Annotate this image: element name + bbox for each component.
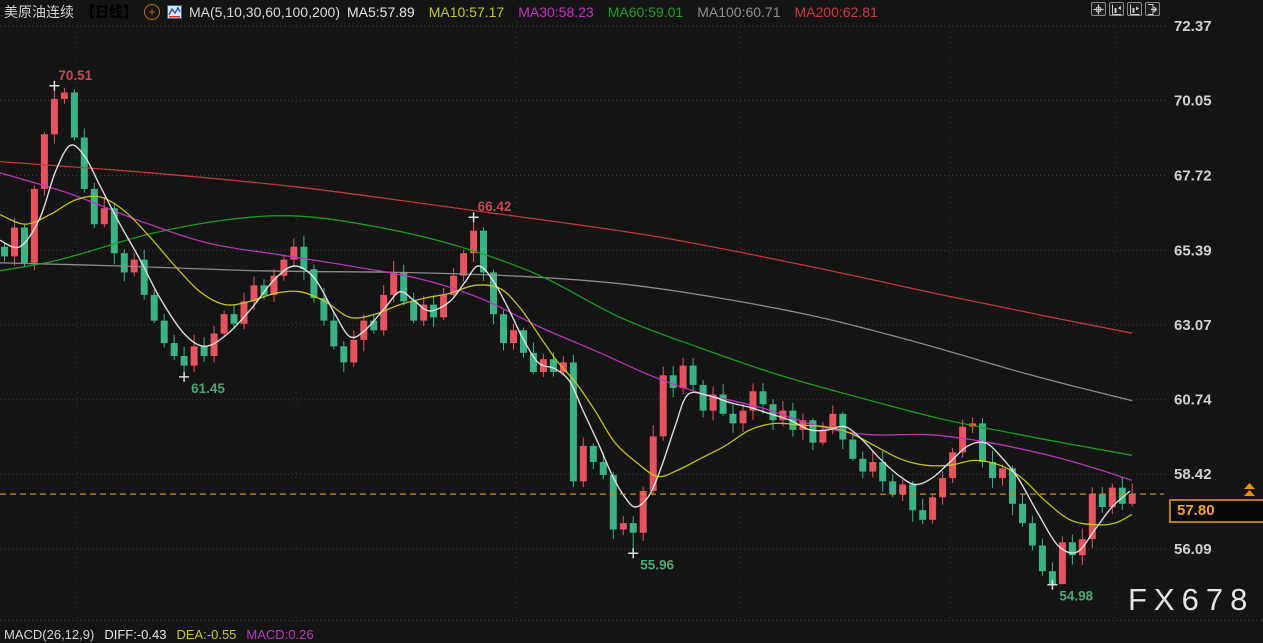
scroll-to-latest-icon[interactable]: [1242, 483, 1257, 502]
period-selector[interactable]: 【日线】: [81, 4, 137, 20]
ma-value: MA200:62.81: [794, 4, 878, 20]
svg-text:61.45: 61.45: [191, 381, 225, 396]
ma-value: MA10:57.17: [428, 4, 505, 20]
ma30-line: [0, 172, 1133, 481]
svg-text:58.42: 58.42: [1174, 466, 1212, 483]
ma-value: MA100:60.71: [697, 4, 781, 20]
price-annotations: 70.51 61.45 66.42 55.96 54.98: [49, 68, 1094, 604]
ma-value: MA60:59.01: [607, 4, 684, 20]
pop-out-button[interactable]: [1145, 2, 1160, 16]
ma60-line: [0, 215, 1133, 456]
footer-value: MACD:0.26: [246, 627, 314, 642]
macd-indicator-bar[interactable]: MACD(26,12,9) DIFF:-0.43 DEA:-0.55 MACD:0.2…: [4, 627, 334, 642]
ma-values: MA5:57.89 MA10:57.17 MA30:58.23 MA60:59.01 M…: [347, 4, 892, 20]
svg-text:63.07: 63.07: [1174, 317, 1212, 334]
ma100-line: [0, 262, 1133, 402]
ma200-line: [0, 160, 1133, 334]
footer-value: MACD(26,12,9): [4, 627, 95, 642]
footer-value: DEA:-0.55: [176, 627, 237, 642]
chart-toolbar: [1091, 2, 1160, 16]
svg-text:56.09: 56.09: [1174, 541, 1212, 558]
kline-chart-icon[interactable]: [167, 5, 182, 19]
ma5-line: [0, 144, 1131, 554]
chart-header: 美原油连续 【日线】 + MA(5,10,30,60,100,200) MA5:…: [4, 2, 892, 22]
ma-params-label[interactable]: MA(5,10,30,60,100,200): [189, 4, 340, 20]
svg-text:70.51: 70.51: [58, 68, 92, 83]
svg-text:54.98: 54.98: [1059, 589, 1093, 604]
ma10-line: [0, 195, 1133, 526]
svg-text:66.42: 66.42: [478, 199, 512, 214]
svg-text:67.72: 67.72: [1174, 167, 1212, 184]
crosshair-tool-button[interactable]: [1091, 2, 1106, 16]
ma-value: MA5:57.89: [347, 4, 415, 20]
play-forward-button[interactable]: [1127, 2, 1142, 16]
svg-text:72.37: 72.37: [1174, 18, 1212, 35]
svg-text:70.05: 70.05: [1174, 93, 1212, 110]
scale-left-button[interactable]: [1109, 2, 1124, 16]
price-axis: 72.37 70.05 67.72 65.39 63.07 60.74 58.42 56.09: [1174, 18, 1212, 558]
symbol-name: 美原油连续: [4, 4, 74, 20]
ma-value: MA30:58.23: [518, 4, 594, 20]
svg-text:65.39: 65.39: [1174, 242, 1212, 259]
fx678-watermark: FX678: [1128, 582, 1255, 617]
svg-text:55.96: 55.96: [640, 557, 674, 572]
footer-value: DIFF:-0.43: [104, 627, 167, 642]
current-price-label: 57.80: [1169, 499, 1263, 523]
add-indicator-icon[interactable]: +: [144, 4, 160, 20]
svg-text:60.74: 60.74: [1174, 392, 1212, 409]
